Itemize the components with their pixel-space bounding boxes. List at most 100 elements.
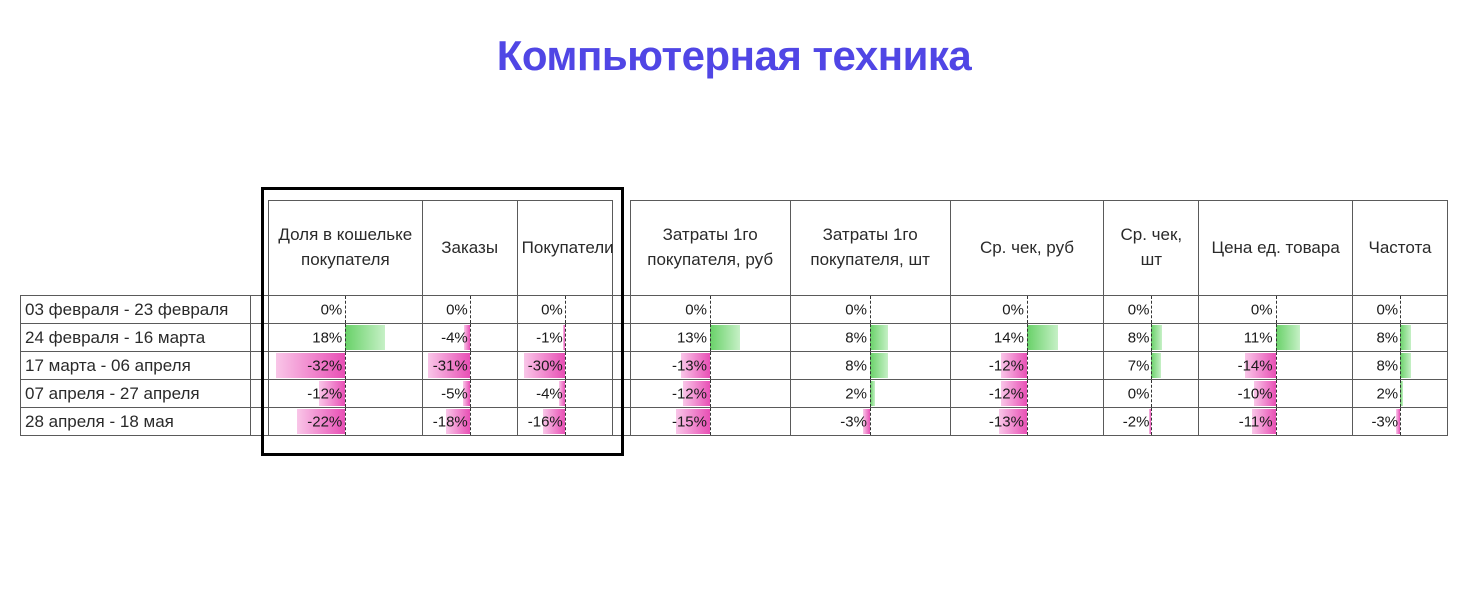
- metric-value: 8%: [1128, 329, 1150, 346]
- metric-cell: 2%: [790, 380, 950, 408]
- metric-value: -13%: [672, 357, 707, 374]
- metric-value: 0%: [1251, 301, 1273, 318]
- metric-inner: -5%: [423, 380, 517, 407]
- baseline-marker: [345, 380, 346, 407]
- metric-inner: -12%: [631, 380, 790, 407]
- metric-cell: -12%: [950, 380, 1104, 408]
- metric-inner: 7%: [1104, 352, 1198, 379]
- metric-cell: 14%: [950, 324, 1104, 352]
- baseline-marker: [1400, 324, 1401, 351]
- metric-inner: -10%: [1199, 380, 1352, 407]
- metric-inner: 8%: [1353, 324, 1447, 351]
- baseline-marker: [565, 408, 566, 435]
- header-col-2: Покупатели: [517, 201, 612, 296]
- metric-cell: -12%: [269, 380, 423, 408]
- baseline-marker: [1276, 296, 1277, 323]
- metric-inner: -4%: [518, 380, 612, 407]
- metric-inner: 0%: [1199, 296, 1352, 323]
- metric-value: -12%: [672, 385, 707, 402]
- metric-inner: 0%: [631, 296, 790, 323]
- metric-cell: -4%: [517, 380, 612, 408]
- metric-value: 18%: [312, 329, 342, 346]
- metric-value: -30%: [528, 357, 563, 374]
- metric-cell: -18%: [422, 408, 517, 436]
- metric-value: -22%: [307, 413, 342, 430]
- baseline-marker: [345, 324, 346, 351]
- metric-cell: 0%: [630, 296, 790, 324]
- baseline-marker: [1400, 296, 1401, 323]
- row-spacer: [612, 296, 630, 324]
- baseline-marker: [565, 352, 566, 379]
- metric-inner: 2%: [1353, 380, 1447, 407]
- baseline-marker: [565, 380, 566, 407]
- metric-cell: 8%: [1353, 352, 1448, 380]
- baseline-marker: [710, 324, 711, 351]
- metric-value: 2%: [1376, 385, 1398, 402]
- row-spacer: [251, 324, 269, 352]
- header-spacer-2: [612, 201, 630, 296]
- metric-inner: -16%: [518, 408, 612, 435]
- metric-cell: 11%: [1199, 324, 1353, 352]
- baseline-marker: [470, 380, 471, 407]
- metric-value: 8%: [1376, 357, 1398, 374]
- metric-value: -11%: [1239, 413, 1273, 430]
- metric-cell: -22%: [269, 408, 423, 436]
- metric-cell: 2%: [1353, 380, 1448, 408]
- baseline-marker: [470, 296, 471, 323]
- bar-positive: [1151, 325, 1162, 350]
- metric-inner: 0%: [423, 296, 517, 323]
- metric-inner: 0%: [1104, 296, 1198, 323]
- baseline-marker: [1027, 408, 1028, 435]
- metric-inner: -32%: [269, 352, 422, 379]
- metric-value: 0%: [1128, 301, 1150, 318]
- metric-inner: -12%: [951, 380, 1104, 407]
- row-label: 28 апреля - 18 мая: [21, 408, 251, 436]
- metric-inner: 0%: [1353, 296, 1447, 323]
- baseline-marker: [870, 408, 871, 435]
- metric-cell: 0%: [950, 296, 1104, 324]
- metric-cell: -13%: [630, 352, 790, 380]
- metric-inner: 2%: [791, 380, 950, 407]
- baseline-marker: [710, 296, 711, 323]
- metric-value: -14%: [1238, 357, 1273, 374]
- metric-value: 8%: [1376, 329, 1398, 346]
- metric-inner: -1%: [518, 324, 612, 351]
- metric-cell: 0%: [1104, 296, 1199, 324]
- metric-cell: -11%: [1199, 408, 1353, 436]
- metric-value: 8%: [845, 329, 867, 346]
- metric-cell: -1%: [517, 324, 612, 352]
- baseline-marker: [1400, 352, 1401, 379]
- metric-value: 0%: [446, 301, 468, 318]
- metric-cell: 8%: [1104, 324, 1199, 352]
- baseline-marker: [1027, 324, 1028, 351]
- bar-positive: [710, 325, 740, 350]
- metric-cell: -4%: [422, 324, 517, 352]
- metric-inner: 14%: [951, 324, 1104, 351]
- header-col-6: Ср. чек, шт: [1104, 201, 1199, 296]
- metric-cell: 0%: [422, 296, 517, 324]
- header-col-5: Ср. чек, руб: [950, 201, 1104, 296]
- metric-cell: 13%: [630, 324, 790, 352]
- baseline-marker: [565, 296, 566, 323]
- metric-value: -12%: [307, 385, 342, 402]
- metric-inner: -15%: [631, 408, 790, 435]
- metric-inner: -13%: [951, 408, 1104, 435]
- baseline-marker: [1276, 408, 1277, 435]
- baseline-marker: [1151, 352, 1152, 379]
- row-spacer: [251, 352, 269, 380]
- metric-value: -16%: [528, 413, 563, 430]
- header-col-7: Цена ед. товара: [1199, 201, 1353, 296]
- row-spacer: [612, 380, 630, 408]
- baseline-marker: [470, 324, 471, 351]
- header-empty: [21, 201, 251, 296]
- metric-inner: 11%: [1199, 324, 1352, 351]
- baseline-marker: [870, 380, 871, 407]
- baseline-marker: [1276, 352, 1277, 379]
- metric-cell: -3%: [790, 408, 950, 436]
- metric-value: 0%: [321, 301, 343, 318]
- metric-value: -12%: [989, 385, 1024, 402]
- metric-inner: 8%: [1353, 352, 1447, 379]
- baseline-marker: [870, 324, 871, 351]
- bar-positive: [1276, 325, 1300, 350]
- metric-inner: -2%: [1104, 408, 1198, 435]
